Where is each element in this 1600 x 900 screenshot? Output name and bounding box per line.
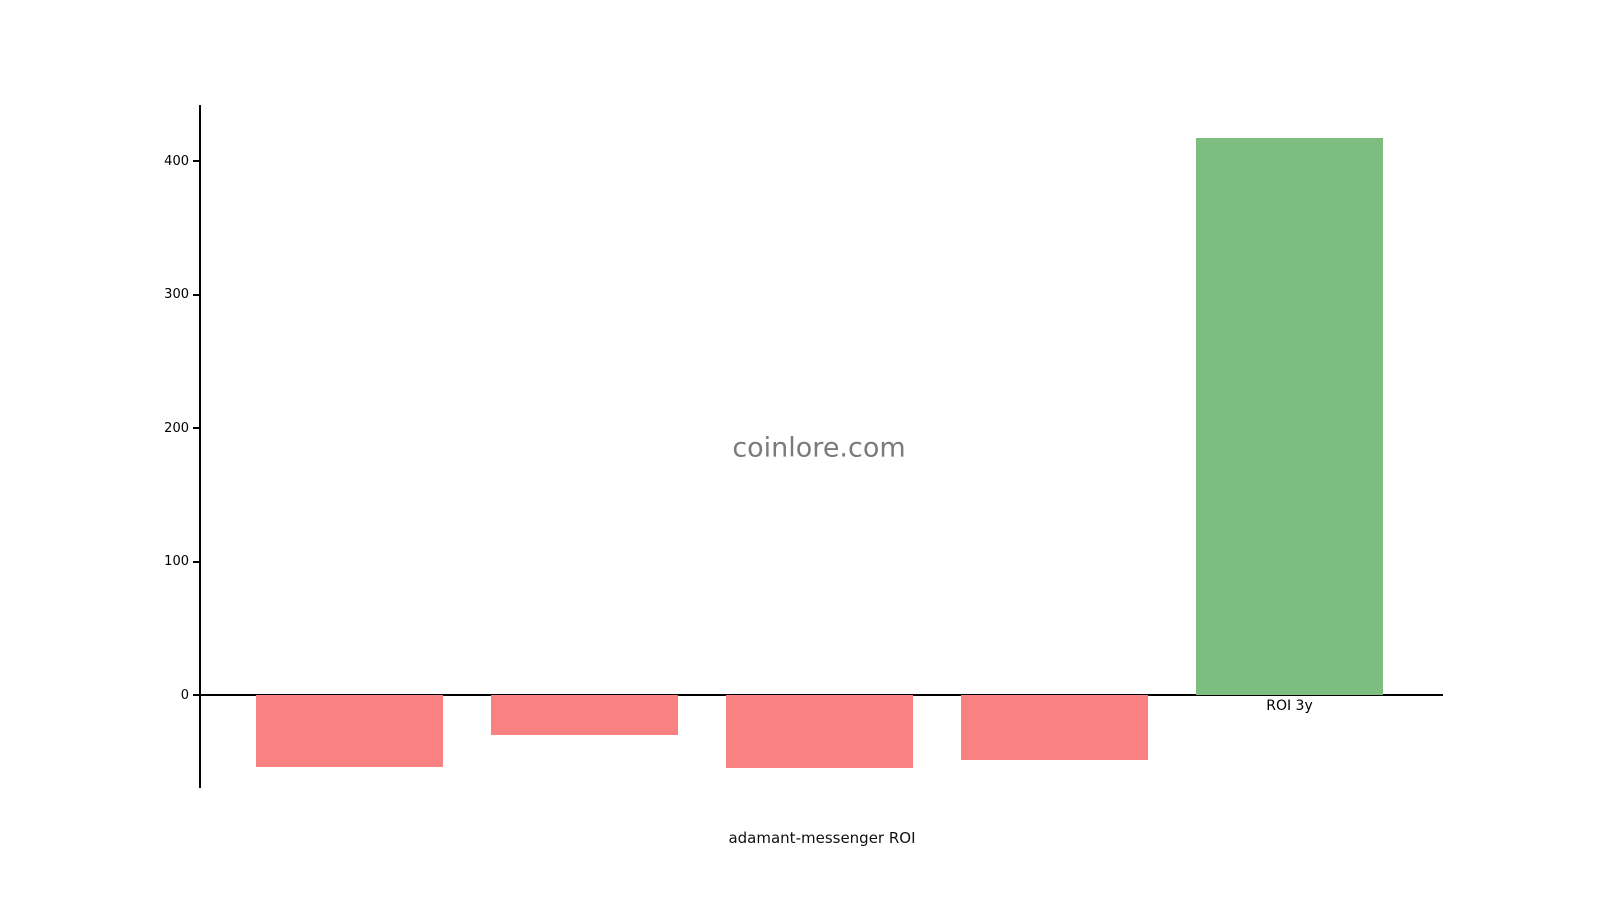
bar-2-negative xyxy=(491,695,678,736)
bar-5-positive xyxy=(1196,138,1383,695)
y-tick-mark-100 xyxy=(193,560,200,563)
bar-1-negative xyxy=(256,695,443,768)
y-axis-spine xyxy=(199,105,201,788)
y-tick-mark-200 xyxy=(193,427,200,429)
y-tick-mark-0 xyxy=(193,694,200,696)
watermark-text: coinlore.com xyxy=(732,432,906,464)
y-tick-label-200: 200 xyxy=(164,420,189,436)
x-axis-title: adamant-messenger ROI xyxy=(728,829,916,847)
y-tick-label-0: 0 xyxy=(180,687,189,703)
y-tick-label-100: 100 xyxy=(164,554,189,569)
y-tick-label-300: 300 xyxy=(164,287,189,302)
bar-4-negative xyxy=(961,695,1148,761)
y-tick-mark-300 xyxy=(193,293,200,296)
y-tick-label-400: 400 xyxy=(164,153,189,169)
y-tick-mark-400 xyxy=(193,160,200,162)
x-tick-label-5: ROI 3y xyxy=(1266,698,1313,714)
bar-3-negative xyxy=(726,695,913,769)
